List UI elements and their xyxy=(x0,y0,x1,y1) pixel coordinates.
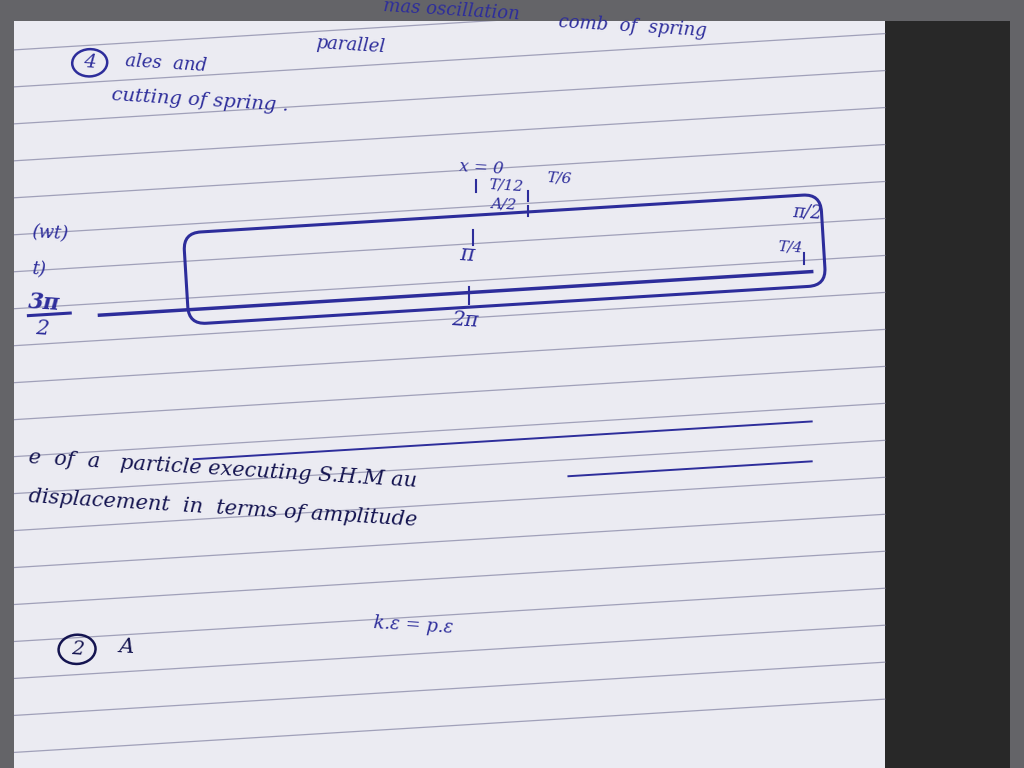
Text: T/4: T/4 xyxy=(777,240,803,255)
Polygon shape xyxy=(13,21,885,768)
Text: k.ε = p.ε: k.ε = p.ε xyxy=(374,614,454,637)
Text: parallel: parallel xyxy=(315,34,385,56)
Text: 2: 2 xyxy=(71,640,84,659)
Text: π/2: π/2 xyxy=(792,203,822,222)
Text: (wt): (wt) xyxy=(31,223,69,243)
Text: 3π: 3π xyxy=(28,291,60,315)
Text: A/2: A/2 xyxy=(490,197,517,212)
Text: 2: 2 xyxy=(35,319,49,339)
Text: T/12: T/12 xyxy=(488,177,523,194)
Text: A: A xyxy=(119,637,134,657)
Text: mas oscillation: mas oscillation xyxy=(383,0,520,23)
Text: x = 0: x = 0 xyxy=(459,158,504,178)
Text: comb  of  spring: comb of spring xyxy=(558,13,708,41)
Text: 2π: 2π xyxy=(452,310,479,331)
Text: π: π xyxy=(459,243,475,266)
Text: T/6: T/6 xyxy=(547,170,572,187)
Text: cutting of spring .: cutting of spring . xyxy=(111,85,289,114)
Polygon shape xyxy=(885,21,1011,768)
Text: e  of  a   particle executing S.H.M au: e of a particle executing S.H.M au xyxy=(28,449,418,491)
Text: 4: 4 xyxy=(83,54,96,72)
Text: displacement  in  terms of amplitude: displacement in terms of amplitude xyxy=(28,487,418,530)
Text: ales  and: ales and xyxy=(125,51,208,74)
Text: t): t) xyxy=(31,260,46,279)
